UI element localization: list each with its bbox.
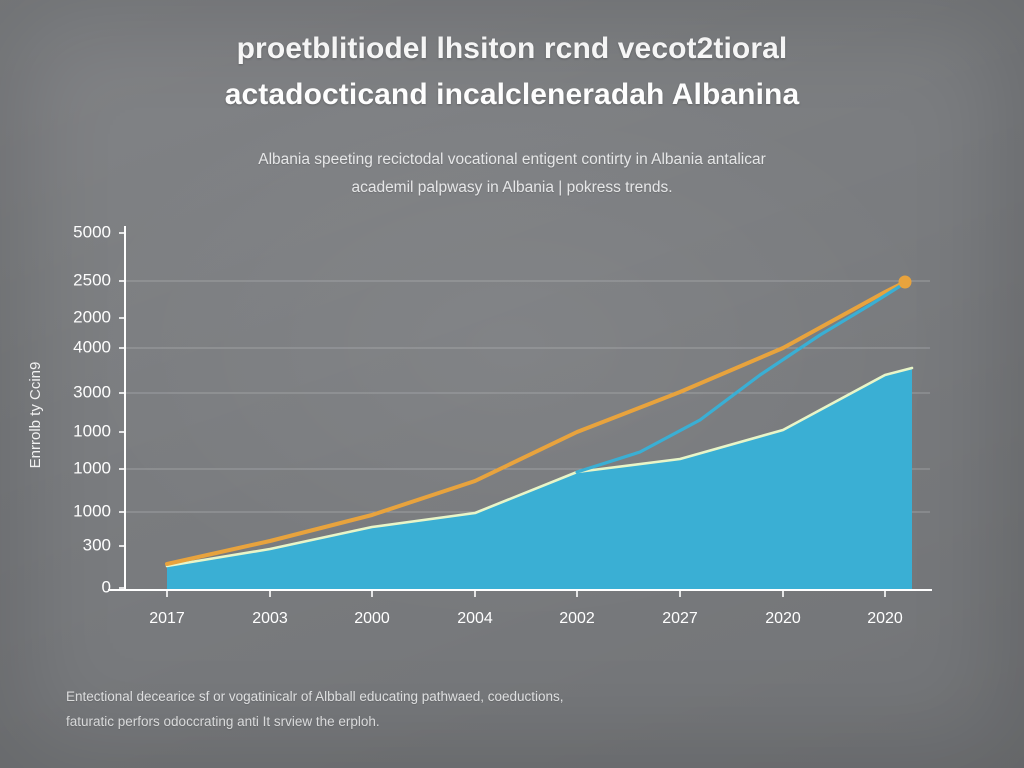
chart-title-line-2: actadocticand incalcleneradah Albanina: [224, 78, 800, 111]
x-tick-label: 2020: [765, 610, 801, 627]
line-series-blue-trend: [575, 281, 907, 474]
y-tick-label: 2000: [73, 307, 111, 326]
y-axis-title: Enrrolb ty Ccin9: [27, 362, 44, 469]
chart-title-block: proetblitiodel lhsiton rcnd vecot2tioral…: [0, 26, 1024, 118]
x-tick-label: 2002: [559, 610, 595, 627]
y-tick-label: 2500: [73, 270, 111, 289]
chart-subtitle-block: Albania speeting recictodal vocational e…: [0, 146, 1024, 202]
x-tick-label: 2000: [354, 610, 390, 627]
y-tick-label: 300: [83, 535, 111, 554]
x-tick-label: 2003: [252, 610, 288, 627]
y-tick-label: 1000: [73, 501, 111, 520]
area-series-enrollment: [167, 368, 912, 590]
chart-subtitle-line-2: academil palpwasy in Albania | pokress t…: [351, 179, 673, 196]
orange-endpoint-marker: [898, 275, 912, 289]
line-series-orange-trend: [165, 280, 907, 566]
x-tick-label: 2027: [662, 610, 698, 627]
y-tick-label: 4000: [73, 337, 111, 356]
y-tick-label: 1000: [73, 458, 111, 477]
chart-footer-line-2: faturatic perfors odoccrating anti It sr…: [66, 714, 380, 729]
y-tick-label: 0: [102, 577, 111, 596]
y-tick-label: 5000: [73, 222, 111, 241]
x-axis-ticks: 2017 2003 2000 2004 2002 2027 2020 2020: [149, 590, 903, 627]
chart-footer-line-1: Entectional decearice sf or vogatinicalr…: [66, 689, 564, 704]
series-area-group: [165, 366, 914, 590]
chart-title-line-1: proetblitiodel lhsiton rcnd vecot2tioral: [236, 32, 788, 65]
series-blue-group: [575, 281, 907, 474]
chart-footer-block: Entectional decearice sf or vogatinicalr…: [66, 684, 806, 734]
x-tick-label: 2020: [867, 610, 903, 627]
x-tick-label: 2017: [149, 610, 185, 627]
chart-subtitle-line-1: Albania speeting recictodal vocational e…: [258, 151, 766, 168]
series-orange-group: [165, 280, 907, 566]
x-tick-label: 2004: [457, 610, 493, 627]
y-tick-label: 3000: [73, 382, 111, 401]
y-tick-label: 1000: [73, 421, 111, 440]
